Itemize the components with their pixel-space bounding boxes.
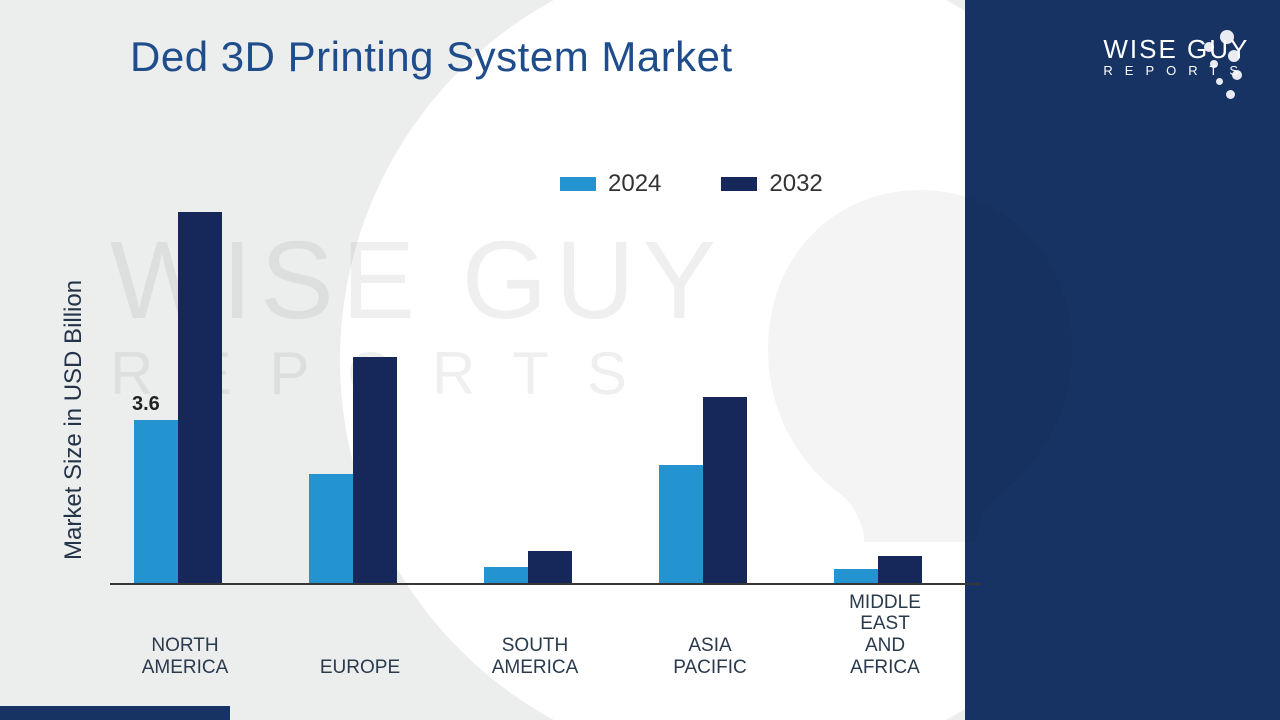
category-label: EUROPE	[272, 657, 448, 679]
legend-item-2032: 2032	[721, 170, 822, 198]
legend-swatch-2024	[560, 177, 596, 191]
x-axis-baseline	[110, 583, 980, 585]
chart-title: Ded 3D Printing System Market	[130, 33, 733, 81]
bar-2024	[659, 465, 703, 583]
bar-2024	[484, 567, 528, 583]
bottom-accent-bar	[0, 706, 230, 720]
legend-item-2024: 2024	[560, 170, 661, 198]
bar-2024	[134, 420, 178, 583]
legend: 2024 2032	[560, 170, 823, 198]
legend-label-2024: 2024	[608, 170, 661, 198]
category-label: NORTHAMERICA	[97, 635, 273, 679]
bar-2032	[528, 551, 572, 583]
plot-area: 3.6NORTHAMERICAEUROPESOUTHAMERICAASIAPAC…	[110, 200, 980, 585]
bar-2032	[178, 212, 222, 583]
bar-2032	[353, 357, 397, 583]
bar-2032	[878, 556, 922, 583]
chart-stage: WISE GUY REPORTS Ded 3D Printing System …	[0, 0, 1280, 720]
bar-2024	[309, 474, 353, 583]
category-label: SOUTHAMERICA	[447, 635, 623, 679]
category-label: MIDDLEEASTANDAFRICA	[797, 592, 973, 679]
bar-2032	[703, 397, 747, 583]
bar-value-label: 3.6	[132, 393, 160, 416]
brand-dots-icon	[1170, 20, 1250, 110]
bar-2024	[834, 569, 878, 583]
y-axis-label: Market Size in USD Billion	[60, 280, 88, 560]
legend-swatch-2032	[721, 177, 757, 191]
category-label: ASIAPACIFIC	[622, 635, 798, 679]
legend-label-2032: 2032	[769, 170, 822, 198]
